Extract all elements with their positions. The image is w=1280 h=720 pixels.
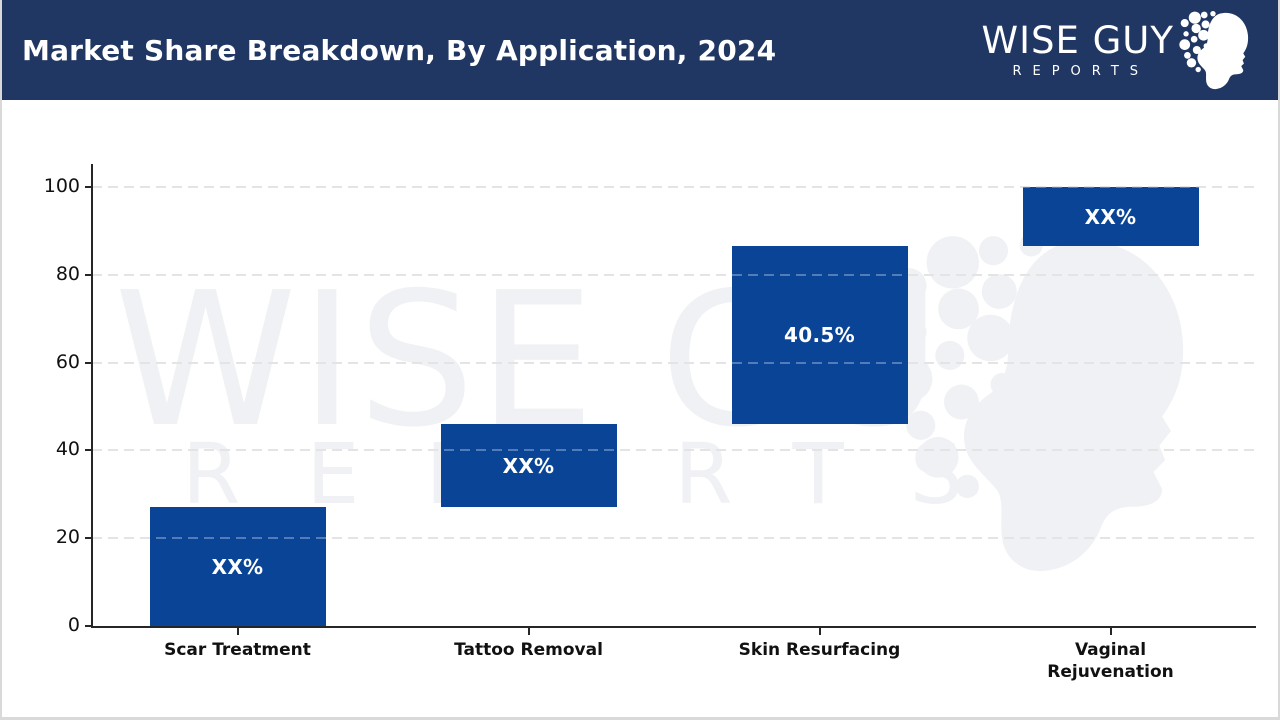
- logo-wordmark: WISE GUY: [981, 18, 1174, 62]
- y-tick-60: [85, 361, 92, 364]
- x-tick-tattoo-removal: [527, 628, 530, 635]
- gridline-40: [92, 449, 1256, 452]
- gridline-overlay-80: [92, 273, 1256, 276]
- y-axis-line: [91, 164, 93, 628]
- bar-skin-resurfacing: 40.5%: [731, 246, 908, 425]
- gridline-overlay-60: [92, 361, 1256, 364]
- x-tick-label-scar-treatment: Scar Treatment: [164, 640, 311, 660]
- x-tick-label-vaginal-rejuvenation: Vaginal Rejuvenation: [1047, 640, 1174, 682]
- x-tick-skin-resurfacing: [818, 628, 821, 635]
- x-tick-vaginal-rejuvenation: [1109, 628, 1112, 635]
- x-axis-line: [91, 626, 1256, 628]
- y-tick-label-100: 100: [43, 175, 80, 197]
- bar-scar-treatment: XX%: [149, 507, 326, 626]
- y-tick-label-20: 20: [55, 526, 80, 549]
- x-tick-scar-treatment: [236, 628, 239, 635]
- y-tick-label-80: 80: [55, 262, 80, 285]
- bar-value-label-tattoo-removal: XX%: [502, 453, 555, 478]
- gridline-60: [92, 361, 1256, 364]
- y-tick-40: [85, 449, 92, 452]
- y-tick-label-40: 40: [55, 438, 80, 461]
- bar-value-label-vaginal-rejuvenation: XX%: [1084, 204, 1137, 229]
- logo-subtext: REPORTS: [1012, 63, 1150, 79]
- y-tick-label-60: 60: [55, 350, 80, 373]
- logo-head-profile-icon: [1179, 10, 1249, 90]
- bar-value-label-skin-resurfacing: 40.5%: [784, 323, 855, 348]
- chart-title: Market Share Breakdown, By Application, …: [22, 33, 777, 67]
- y-tick-0: [85, 625, 92, 627]
- gridline-20: [92, 537, 1256, 540]
- y-tick-label-0: 0: [67, 614, 80, 636]
- header: Market Share Breakdown, By Application, …: [2, 0, 1278, 100]
- x-tick-label-tattoo-removal: Tattoo Removal: [454, 640, 603, 660]
- gridline-overlay-40: [92, 449, 1256, 452]
- gridline-100: [92, 186, 1256, 188]
- wise-guy-reports-logo: WISE GUY REPORTS: [982, 7, 1252, 93]
- watermark-head-profile-icon: [885, 233, 1184, 572]
- x-tick-label-skin-resurfacing: Skin Resurfacing: [738, 640, 901, 660]
- bar-value-label-scar-treatment: XX%: [211, 554, 264, 579]
- gridline-overlay-20: [92, 537, 1256, 540]
- y-tick-80: [85, 273, 92, 276]
- bar-tattoo-removal: XX%: [440, 424, 617, 508]
- bar-vaginal-rejuvenation: XX%: [1022, 187, 1199, 247]
- y-tick-100: [85, 186, 92, 188]
- y-tick-20: [85, 537, 92, 540]
- gridline-80: [92, 273, 1256, 276]
- gridline-overlay-100: [92, 186, 1256, 188]
